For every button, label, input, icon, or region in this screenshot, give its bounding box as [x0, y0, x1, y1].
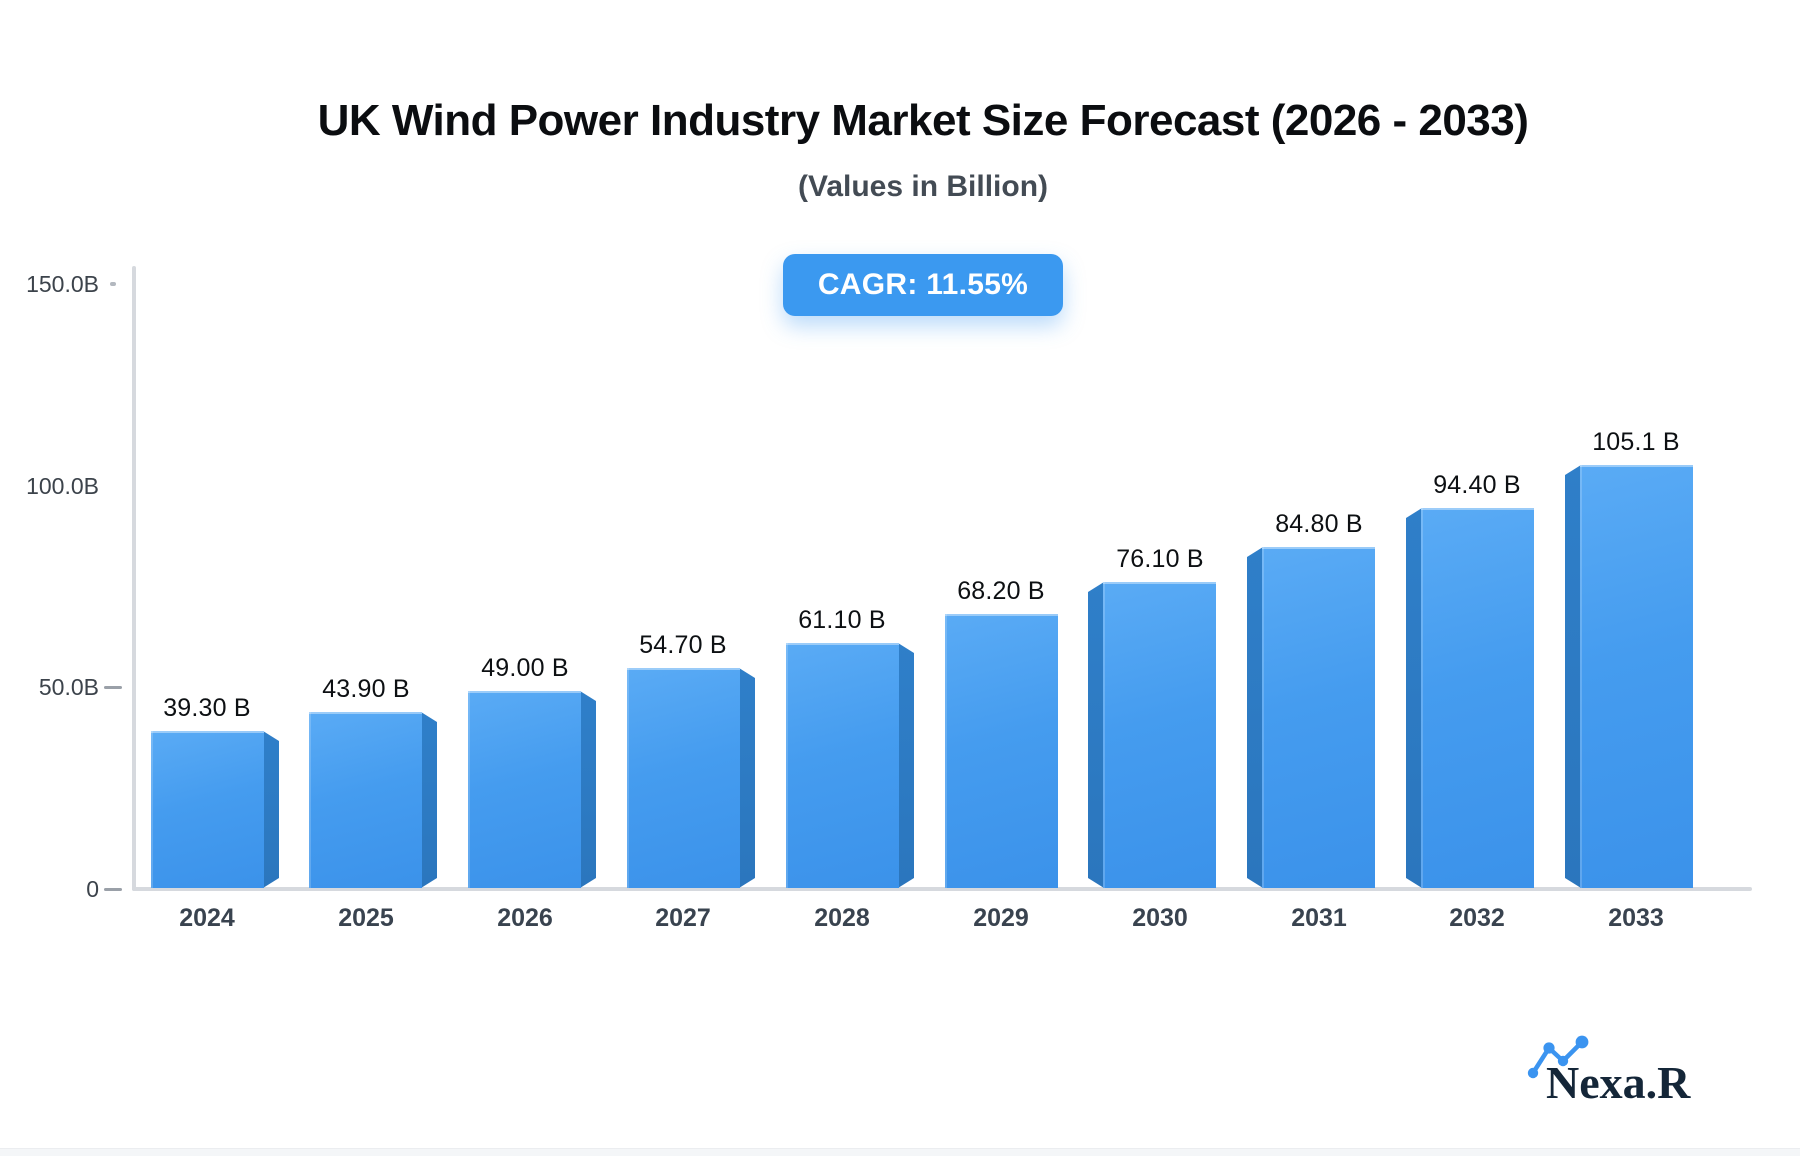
page-subtitle: (Values in Billion) — [797, 170, 1049, 203]
y-axis-tick — [110, 282, 116, 286]
bar-value-label: 76.10 B — [1116, 545, 1204, 573]
bar-face — [309, 712, 422, 888]
bar-3d-side — [1406, 508, 1422, 888]
cagr-badge: CAGR: 11.55% — [783, 254, 1063, 316]
bar-value-label: 43.90 B — [322, 675, 410, 703]
x-axis-label: 2024 — [179, 904, 235, 932]
x-axis-label: 2032 — [1449, 904, 1505, 932]
bar-3d-side — [580, 691, 596, 888]
logo-text: Nexa.R — [1546, 1057, 1691, 1108]
bar-value-label: 94.40 B — [1433, 471, 1521, 499]
logo-line-chart-icon — [1527, 1035, 1589, 1079]
x-axis-label: 2029 — [973, 904, 1029, 932]
bar-3d-side — [263, 731, 279, 888]
bar-3d-side — [739, 668, 755, 888]
y-axis-label: 150.0B — [26, 271, 99, 297]
y-axis-tick — [104, 888, 122, 891]
bar-face — [786, 643, 899, 888]
cagr-badge-label: CAGR: 11.55% — [817, 268, 1029, 301]
bar-face — [151, 731, 264, 888]
x-axis-label: 2026 — [497, 904, 553, 932]
bar-3d-side — [1565, 465, 1581, 888]
x-axis-label: 2031 — [1291, 904, 1347, 932]
bar-face — [1262, 547, 1375, 888]
bar-face — [627, 668, 740, 888]
y-axis-label: 50.0B — [38, 674, 99, 700]
bar-face — [1103, 582, 1216, 888]
x-axis-label: 2027 — [655, 904, 711, 932]
bar-3d-side — [421, 712, 437, 888]
bar-face — [945, 614, 1058, 888]
page-title: UK Wind Power Industry Market Size Forec… — [317, 96, 1529, 145]
bar-value-label: 68.20 B — [957, 577, 1045, 605]
bar-face — [1421, 508, 1534, 888]
bar-3d-side — [1247, 547, 1263, 888]
bar-value-label: 84.80 B — [1275, 510, 1363, 538]
x-axis-label: 2030 — [1132, 904, 1188, 932]
bar-value-label: 49.00 B — [481, 654, 569, 682]
bar-3d-side — [1088, 582, 1104, 888]
y-axis-label: 100.0B — [26, 473, 99, 499]
y-axis-label: 0 — [86, 876, 99, 902]
x-axis-label: 2025 — [338, 904, 394, 932]
x-axis-label: 2033 — [1608, 904, 1664, 932]
bar-value-label: 105.1 B — [1592, 428, 1680, 456]
bar-value-label: 54.70 B — [639, 631, 727, 659]
y-axis-line — [132, 266, 136, 891]
y-axis-tick — [104, 686, 122, 689]
x-axis-line — [132, 887, 1752, 891]
brand-logo: Nexa.R — [1524, 1030, 1774, 1116]
footer-strip — [0, 1148, 1800, 1156]
x-axis-label: 2028 — [814, 904, 870, 932]
bar-face — [468, 691, 581, 888]
bar-value-label: 39.30 B — [163, 694, 251, 722]
bar-value-label: 61.10 B — [798, 606, 886, 634]
bar-3d-side — [898, 643, 914, 888]
bar-face — [1580, 465, 1693, 888]
